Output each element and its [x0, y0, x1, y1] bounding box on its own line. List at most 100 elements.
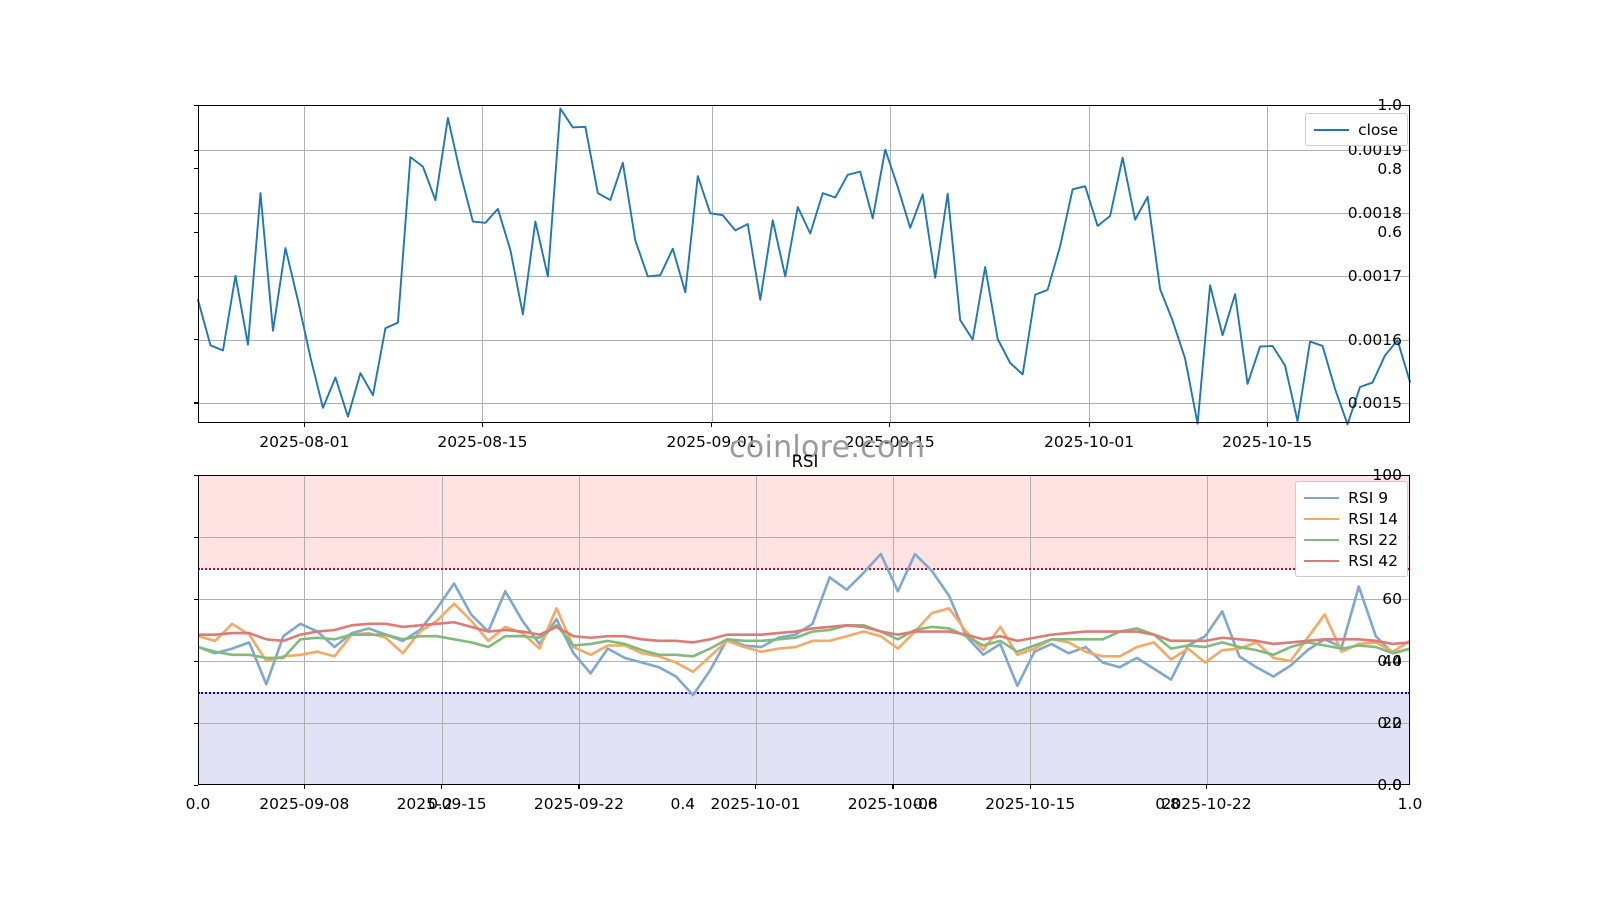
- legend-label: close: [1358, 120, 1398, 139]
- legend-label: RSI 14: [1348, 509, 1398, 528]
- x-tick-label: 0.8: [1155, 795, 1180, 813]
- gridline-v: [304, 105, 306, 423]
- y-tick-label: 40: [1382, 652, 1402, 670]
- rsi-axis-bottom: [198, 783, 1410, 785]
- oversold-threshold-line: [198, 692, 1410, 694]
- oversold-band: [198, 692, 1410, 785]
- legend-entry[interactable]: RSI 42: [1304, 550, 1398, 571]
- x-tick-label: 2025-09-01: [666, 433, 757, 451]
- y-tick-mark: [194, 104, 198, 106]
- y-tick-label: 0: [1392, 776, 1402, 794]
- x-tick-label: 2025-08-15: [437, 433, 528, 451]
- y-tick-mark: [194, 212, 198, 215]
- legend-swatch-icon: [1304, 496, 1340, 499]
- legend-swatch-icon: [1304, 559, 1340, 562]
- x-tick-label: 0.0: [185, 795, 211, 813]
- x-tick-label: 2025-10-01: [710, 795, 801, 813]
- price-axis-bottom: [198, 421, 1410, 423]
- y-tick-label: 20: [1382, 714, 1402, 732]
- x-tick-mark: [578, 785, 580, 789]
- x-tick-label: 0.6: [912, 795, 938, 813]
- legend-entry[interactable]: RSI 9: [1304, 487, 1398, 508]
- gridline-h: [198, 213, 1410, 215]
- legend-label: RSI 9: [1348, 488, 1389, 507]
- x-tick-label: 2025-10-22: [1161, 795, 1252, 813]
- x-tick-label: 2025-09-08: [259, 795, 350, 813]
- y-tick-label: 0.8: [1377, 159, 1402, 178]
- y-tick-label: 60: [1382, 590, 1402, 608]
- gridline-v: [578, 475, 580, 785]
- gridline-v: [892, 475, 894, 785]
- x-tick-mark: [1088, 423, 1090, 427]
- gridline-h: [198, 150, 1410, 152]
- x-tick-mark: [755, 785, 757, 789]
- x-tick-mark: [303, 785, 306, 789]
- gridline-v: [1267, 105, 1269, 423]
- gridline-v: [441, 475, 443, 785]
- legend-entry[interactable]: RSI 14: [1304, 508, 1398, 529]
- gridline-h: [198, 402, 1410, 404]
- x-tick-label: 2025-10-01: [1044, 433, 1135, 451]
- rsi-series-lines: [198, 552, 1410, 697]
- y-tick-mark: [194, 339, 198, 341]
- gridline-v: [755, 475, 757, 785]
- legend-entry[interactable]: close: [1314, 119, 1398, 140]
- gridline-h: [198, 599, 1410, 600]
- price-legend[interactable]: close: [1305, 113, 1408, 146]
- y-tick-label: 0.0: [1377, 776, 1402, 794]
- x-tick-label: 1.0: [1397, 795, 1423, 813]
- x-tick-label: 2025-10-15: [1222, 433, 1313, 451]
- watermark: coinlore.com: [729, 430, 926, 465]
- x-tick-mark: [711, 423, 713, 427]
- y-tick-mark: [194, 168, 198, 170]
- price-plot-area: [197, 105, 1411, 426]
- legend-swatch-icon: [1314, 128, 1350, 131]
- legend-swatch-icon: [1304, 517, 1340, 520]
- gridline-v: [1206, 475, 1208, 785]
- price-chart-panel: 0.0015 0.0016 0.0017 0.0018 0.0019 0.6 0.8 1.0…: [194, 96, 1411, 451]
- x-tick-label: 2025-09-15: [844, 433, 935, 451]
- y-tick-mark: [194, 474, 198, 476]
- y-tick-label: 0.0015: [1347, 393, 1402, 412]
- y-tick-label: 0.2: [1377, 714, 1402, 732]
- y-tick-mark: [194, 231, 198, 233]
- x-tick-mark: [1266, 423, 1269, 427]
- gridline-v: [482, 105, 484, 423]
- y-tick-label: 1.0: [1377, 96, 1402, 114]
- price-axis-left: [198, 105, 200, 423]
- x-tick-mark: [889, 423, 891, 427]
- y-tick-mark: [194, 275, 198, 278]
- gridline-v: [711, 105, 713, 423]
- y-tick-label: 0.4: [1377, 652, 1402, 670]
- gridline-h: [198, 723, 1410, 724]
- y-tick-mark: [194, 660, 198, 662]
- overbought-threshold-line: [198, 568, 1410, 570]
- y-tick-mark: [194, 598, 198, 600]
- gridline-h: [198, 537, 1410, 538]
- price-series-close: [197, 107, 1411, 426]
- rsi-legend[interactable]: RSI 9 RSI 14 RSI 22 RSI 42: [1295, 481, 1408, 577]
- y-tick-label: 0.0017: [1347, 267, 1402, 286]
- x-tick-mark: [303, 423, 306, 427]
- x-tick-mark: [481, 423, 484, 427]
- gridline-h: [198, 276, 1410, 278]
- gridline-v: [889, 105, 891, 423]
- gridline-v: [1030, 475, 1032, 785]
- legend-swatch-icon: [1304, 538, 1340, 541]
- gridline-h: [198, 339, 1410, 341]
- x-tick-label: 2025-10-15: [985, 795, 1076, 813]
- y-tick-mark: [194, 536, 198, 538]
- y-tick-label: 0.6: [1377, 223, 1402, 242]
- rsi-axis-right: [1408, 475, 1410, 785]
- x-tick-label: 2025-08-01: [259, 433, 350, 451]
- y-tick-label: 0.0018: [1347, 204, 1402, 223]
- x-tick-mark: [1029, 785, 1031, 789]
- rsi-plot-area: [198, 475, 1410, 785]
- rsi-axis-left: [198, 475, 200, 785]
- rsi-chart-panel: 020406080100 0.00.20.4 2025-09-082025-09…: [186, 466, 1423, 813]
- y-tick-label: 100: [1372, 466, 1402, 484]
- legend-entry[interactable]: RSI 22: [1304, 529, 1398, 550]
- x-tick-label: 2025-10-08: [847, 795, 938, 813]
- x-tick-mark: [1206, 785, 1208, 789]
